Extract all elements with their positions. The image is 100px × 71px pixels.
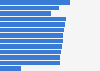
Bar <box>0 66 21 71</box>
Bar <box>0 44 62 49</box>
Bar <box>0 17 66 21</box>
Bar <box>0 33 63 38</box>
Bar <box>0 6 59 10</box>
Bar <box>0 0 70 5</box>
Bar <box>0 39 63 43</box>
Bar <box>0 55 60 60</box>
Bar <box>0 61 60 65</box>
Bar <box>0 28 64 32</box>
Bar <box>0 22 65 27</box>
Bar <box>0 50 61 54</box>
Bar <box>0 11 51 16</box>
